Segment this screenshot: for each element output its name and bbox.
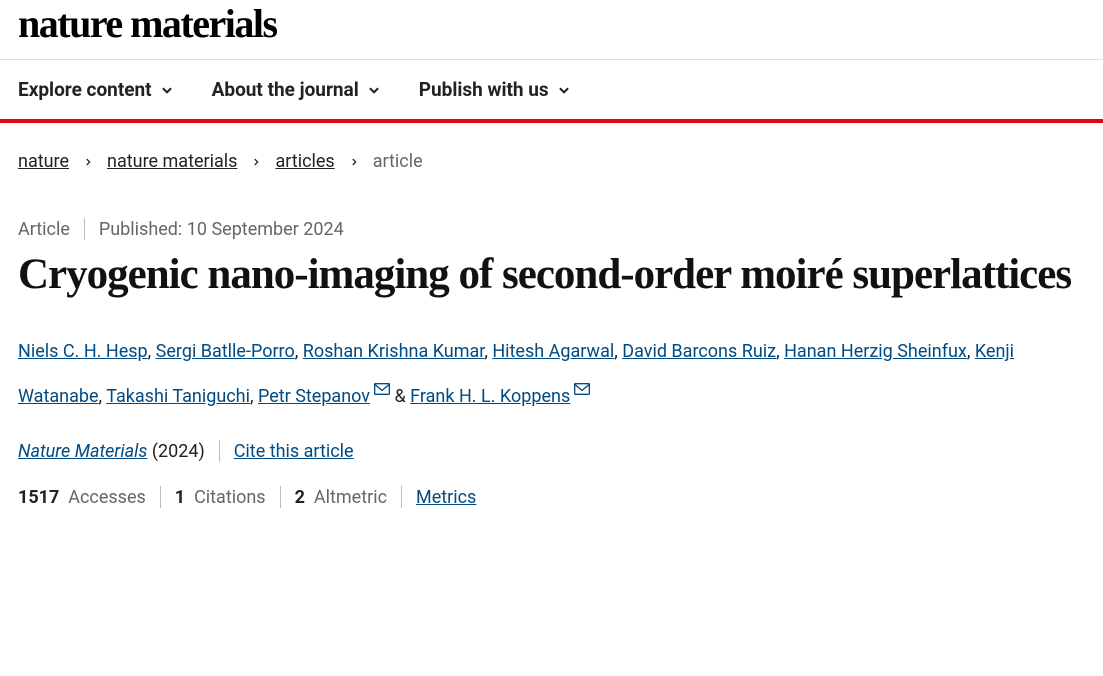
cite-article-link[interactable]: Cite this article: [234, 441, 354, 462]
citations-label: Citations: [194, 487, 266, 508]
nav-label: Explore content: [18, 78, 152, 101]
citations-count: 1: [175, 487, 185, 508]
journal-year: (2024): [152, 441, 205, 462]
divider: [401, 486, 402, 508]
breadcrumb-link-nature-materials[interactable]: nature materials: [107, 151, 237, 172]
accesses-label: Accesses: [68, 487, 146, 508]
breadcrumb-link-nature[interactable]: nature: [18, 151, 69, 172]
article-title: Cryogenic nano-imaging of second-order m…: [0, 240, 1103, 299]
metrics-link[interactable]: Metrics: [416, 487, 476, 508]
divider: [219, 440, 220, 462]
journal-citation: Nature Materials (2024) Cite this articl…: [0, 416, 1103, 462]
author-link[interactable]: Petr Stepanov: [258, 386, 370, 407]
nav-about-journal[interactable]: About the journal: [212, 78, 381, 101]
nav-publish-with-us[interactable]: Publish with us: [419, 78, 571, 101]
chevron-down-icon: [160, 83, 174, 97]
nav-explore-content[interactable]: Explore content: [18, 78, 174, 101]
nav-label: Publish with us: [419, 78, 549, 101]
journal-link[interactable]: Nature Materials: [18, 441, 147, 462]
chevron-down-icon: [557, 83, 571, 97]
breadcrumb: nature nature materials articles article: [0, 123, 1103, 172]
divider: [160, 486, 161, 508]
author-link[interactable]: Hanan Herzig Sheinfux: [784, 341, 967, 362]
mail-icon[interactable]: [374, 371, 390, 409]
author-link[interactable]: Sergi Batlle-Porro: [156, 341, 295, 362]
chevron-right-icon: [251, 157, 261, 167]
brand-title: nature materials: [0, 0, 1103, 59]
mail-icon[interactable]: [574, 371, 590, 409]
chevron-right-icon: [349, 157, 359, 167]
author-link[interactable]: Niels C. H. Hesp: [18, 341, 148, 362]
article-type: Article: [18, 219, 70, 240]
altmetric-label: Altmetric: [314, 487, 387, 508]
accesses-count: 1517: [18, 487, 59, 508]
article-metrics: 1517 Accesses 1 Citations 2 Altmetric Me…: [0, 462, 1103, 508]
chevron-down-icon: [367, 83, 381, 97]
author-link[interactable]: David Barcons Ruiz: [622, 341, 776, 362]
author-link[interactable]: Frank H. L. Koppens: [410, 386, 570, 407]
breadcrumb-link-articles[interactable]: articles: [275, 151, 334, 172]
breadcrumb-current: article: [373, 151, 423, 172]
altmetric-count: 2: [295, 487, 305, 508]
divider: [280, 486, 281, 508]
author-link[interactable]: Takashi Taniguchi: [106, 386, 250, 407]
chevron-right-icon: [83, 157, 93, 167]
divider: [84, 218, 85, 240]
main-nav: Explore content About the journal Publis…: [0, 60, 1103, 123]
author-list: Niels C. H. Hesp, Sergi Batlle-Porro, Ro…: [0, 299, 1103, 416]
nav-label: About the journal: [212, 78, 359, 101]
article-meta: Article Published: 10 September 2024: [0, 172, 1103, 240]
published-text: Published: 10 September 2024: [99, 219, 344, 240]
author-link[interactable]: Roshan Krishna Kumar: [303, 341, 485, 362]
author-link[interactable]: Hitesh Agarwal: [492, 341, 614, 362]
